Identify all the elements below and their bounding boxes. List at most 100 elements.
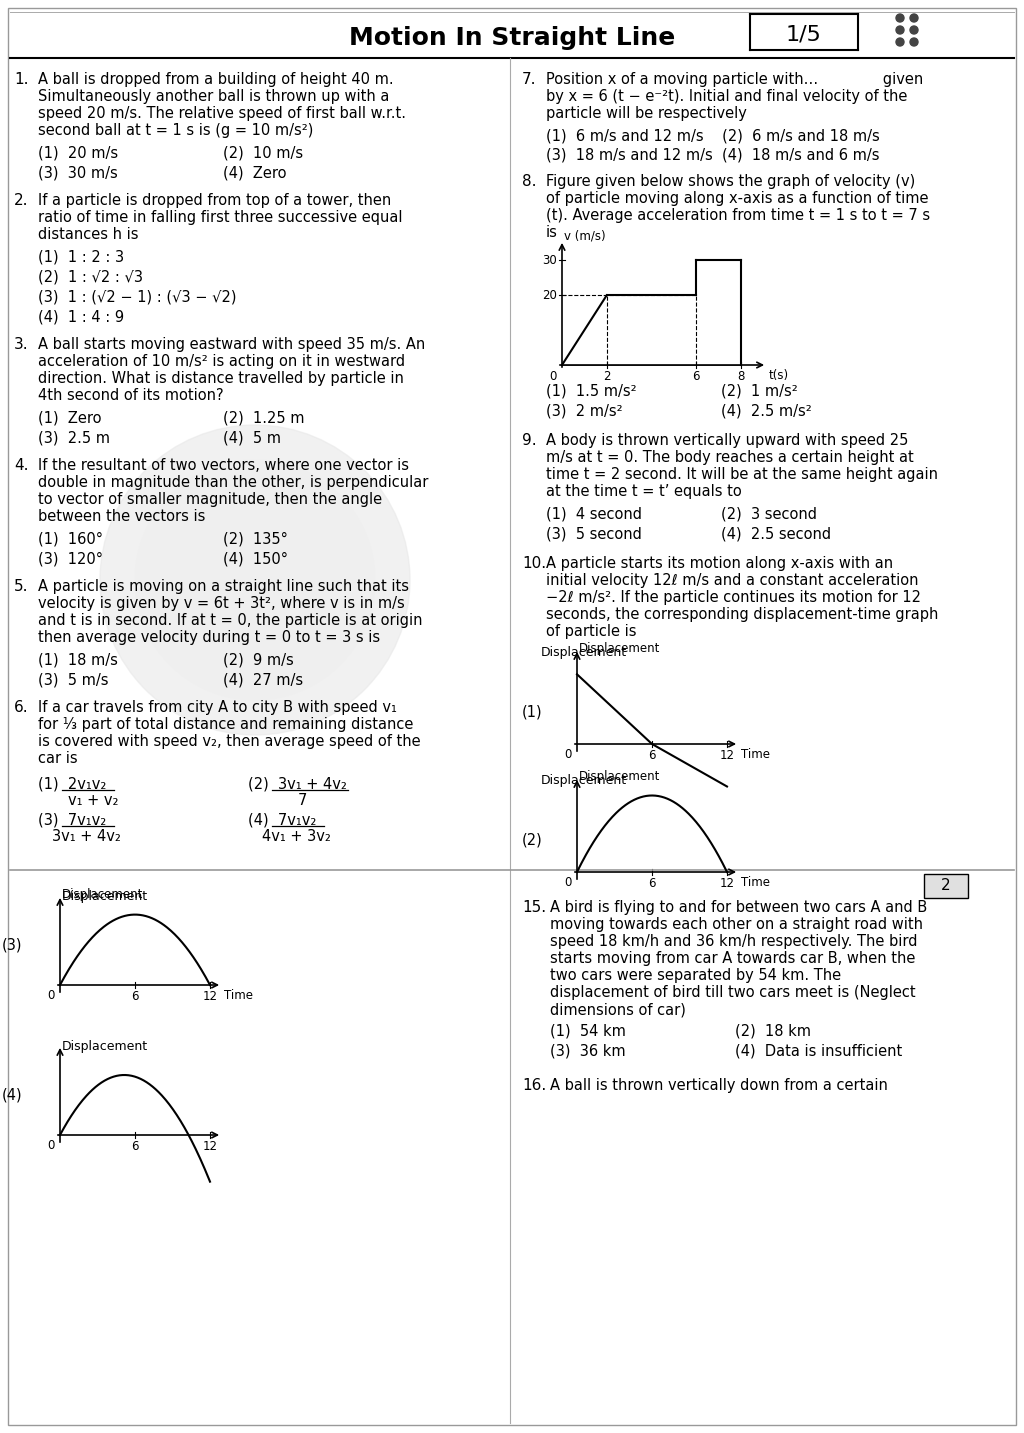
Text: Time: Time bbox=[741, 876, 770, 888]
Text: initial velocity 12ℓ m/s and a constant acceleration: initial velocity 12ℓ m/s and a constant … bbox=[546, 573, 919, 588]
Text: 4th second of its motion?: 4th second of its motion? bbox=[38, 388, 223, 403]
Text: (2)  9 m/s: (2) 9 m/s bbox=[223, 652, 294, 666]
Text: 6.: 6. bbox=[14, 699, 29, 715]
Text: 3v₁ + 4v₂: 3v₁ + 4v₂ bbox=[52, 830, 121, 844]
Text: 10.: 10. bbox=[522, 556, 546, 570]
Text: (4)  7v₁v₂: (4) 7v₁v₂ bbox=[248, 813, 316, 827]
Text: 0: 0 bbox=[48, 989, 55, 1002]
Circle shape bbox=[910, 26, 918, 34]
Text: speed 18 km/h and 36 km/h respectively. The bird: speed 18 km/h and 36 km/h respectively. … bbox=[550, 934, 918, 949]
Text: (3)  18 m/s and 12 m/s  (4)  18 m/s and 6 m/s: (3) 18 m/s and 12 m/s (4) 18 m/s and 6 m… bbox=[546, 148, 880, 162]
Text: Time: Time bbox=[741, 748, 770, 761]
Text: (1)  20 m/s: (1) 20 m/s bbox=[38, 145, 118, 160]
Text: of particle moving along x-axis as a function of time: of particle moving along x-axis as a fun… bbox=[546, 191, 929, 206]
Text: between the vectors is: between the vectors is bbox=[38, 509, 206, 524]
Text: (3): (3) bbox=[1, 937, 22, 953]
Text: (1)  1 : 2 : 3: (1) 1 : 2 : 3 bbox=[38, 249, 124, 264]
Text: Displacement: Displacement bbox=[579, 642, 660, 655]
Text: (4)  Zero: (4) Zero bbox=[223, 165, 287, 181]
Text: 1.: 1. bbox=[14, 72, 29, 87]
Text: (4)  27 m/s: (4) 27 m/s bbox=[223, 672, 303, 686]
Text: (1)  1.5 m/s²: (1) 1.5 m/s² bbox=[546, 383, 637, 398]
Text: (4)  2.5 m/s²: (4) 2.5 m/s² bbox=[721, 403, 812, 418]
Text: dimensions of car): dimensions of car) bbox=[550, 1002, 686, 1017]
Text: If a car travels from city A to city B with speed v₁: If a car travels from city A to city B w… bbox=[38, 699, 397, 715]
Text: Displacement: Displacement bbox=[62, 890, 148, 903]
Text: car is: car is bbox=[38, 751, 78, 767]
Text: v (m/s): v (m/s) bbox=[564, 229, 605, 242]
Text: (1)  6 m/s and 12 m/s    (2)  6 m/s and 18 m/s: (1) 6 m/s and 12 m/s (2) 6 m/s and 18 m/… bbox=[546, 128, 880, 143]
Text: If a particle is dropped from top of a tower, then: If a particle is dropped from top of a t… bbox=[38, 193, 391, 208]
Text: direction. What is distance travelled by particle in: direction. What is distance travelled by… bbox=[38, 371, 403, 385]
Text: (3)  120°: (3) 120° bbox=[38, 552, 103, 566]
Circle shape bbox=[100, 426, 410, 735]
Text: (3)  7v₁v₂: (3) 7v₁v₂ bbox=[38, 813, 106, 827]
Text: 4.: 4. bbox=[14, 459, 29, 473]
Text: Displacement: Displacement bbox=[579, 770, 660, 782]
Text: A bird is flying to and for between two cars A and B: A bird is flying to and for between two … bbox=[550, 900, 928, 916]
Text: (2): (2) bbox=[522, 833, 543, 847]
Text: (1)  54 km: (1) 54 km bbox=[550, 1025, 626, 1039]
Text: (2)  10 m/s: (2) 10 m/s bbox=[223, 145, 303, 160]
Text: double in magnitude than the other, is perpendicular: double in magnitude than the other, is p… bbox=[38, 474, 428, 490]
Text: is covered with speed v₂, then average speed of the: is covered with speed v₂, then average s… bbox=[38, 734, 421, 749]
Circle shape bbox=[896, 14, 904, 21]
Text: 2: 2 bbox=[603, 370, 610, 383]
Text: distances h is: distances h is bbox=[38, 226, 138, 242]
Text: 15.: 15. bbox=[522, 900, 546, 916]
Text: Time: Time bbox=[224, 989, 253, 1002]
Text: (1): (1) bbox=[522, 704, 543, 719]
Circle shape bbox=[896, 39, 904, 46]
Text: Displacement: Displacement bbox=[62, 1040, 148, 1053]
Text: speed 20 m/s. The relative speed of first ball w.r.t.: speed 20 m/s. The relative speed of firs… bbox=[38, 106, 406, 120]
Text: (1)  2v₁v₂: (1) 2v₁v₂ bbox=[38, 777, 106, 791]
Circle shape bbox=[896, 26, 904, 34]
FancyBboxPatch shape bbox=[8, 9, 1016, 1424]
Text: (4)  Data is insufficient: (4) Data is insufficient bbox=[735, 1045, 902, 1059]
Text: (1)  18 m/s: (1) 18 m/s bbox=[38, 652, 118, 666]
Text: 0: 0 bbox=[564, 876, 572, 888]
Circle shape bbox=[910, 14, 918, 21]
Text: (2)  135°: (2) 135° bbox=[223, 532, 288, 546]
Text: then average velocity during t = 0 to t = 3 s is: then average velocity during t = 0 to t … bbox=[38, 631, 380, 645]
Text: to vector of smaller magnitude, then the angle: to vector of smaller magnitude, then the… bbox=[38, 492, 382, 507]
Text: 12: 12 bbox=[720, 749, 734, 762]
Text: (3)  5 m/s: (3) 5 m/s bbox=[38, 672, 109, 686]
Text: by x = 6 (t − e⁻²t). Initial and final velocity of the: by x = 6 (t − e⁻²t). Initial and final v… bbox=[546, 89, 907, 105]
Text: (3)  30 m/s: (3) 30 m/s bbox=[38, 165, 118, 181]
Text: A ball is thrown vertically down from a certain: A ball is thrown vertically down from a … bbox=[550, 1078, 888, 1093]
Text: (2)  1 m/s²: (2) 1 m/s² bbox=[721, 383, 798, 398]
Text: v₁ + v₂: v₁ + v₂ bbox=[68, 792, 119, 808]
Text: seconds, the corresponding displacement-time graph: seconds, the corresponding displacement-… bbox=[546, 608, 938, 622]
Text: of particle is: of particle is bbox=[546, 623, 637, 639]
Text: (1)  Zero: (1) Zero bbox=[38, 410, 101, 426]
Text: (2)  3 second: (2) 3 second bbox=[721, 506, 817, 522]
Text: 12: 12 bbox=[720, 877, 734, 890]
Text: 7.: 7. bbox=[522, 72, 537, 87]
Text: A particle starts its motion along x-axis with an: A particle starts its motion along x-axi… bbox=[546, 556, 893, 570]
Text: (3)  2.5 m: (3) 2.5 m bbox=[38, 430, 110, 446]
Text: Figure given below shows the graph of velocity (v): Figure given below shows the graph of ve… bbox=[546, 173, 915, 189]
Text: 6: 6 bbox=[131, 990, 138, 1003]
Circle shape bbox=[135, 460, 375, 699]
Text: 30: 30 bbox=[543, 254, 557, 267]
Text: starts moving from car A towards car B, when the: starts moving from car A towards car B, … bbox=[550, 952, 915, 966]
Text: (3)  1 : (√2 − 1) : (√3 − √2): (3) 1 : (√2 − 1) : (√3 − √2) bbox=[38, 289, 237, 304]
Text: (1)  4 second: (1) 4 second bbox=[546, 506, 642, 522]
Text: is: is bbox=[546, 225, 558, 239]
Text: velocity is given by v = 6t + 3t², where v is in m/s: velocity is given by v = 6t + 3t², where… bbox=[38, 596, 404, 610]
Text: 6: 6 bbox=[692, 370, 699, 383]
Text: (2)  3v₁ + 4v₂: (2) 3v₁ + 4v₂ bbox=[248, 777, 347, 791]
Text: (2)  1.25 m: (2) 1.25 m bbox=[223, 410, 304, 426]
Text: m/s at t = 0. The body reaches a certain height at: m/s at t = 0. The body reaches a certain… bbox=[546, 450, 913, 464]
Text: 6: 6 bbox=[648, 877, 655, 890]
Text: Motion In Straight Line: Motion In Straight Line bbox=[349, 26, 675, 50]
Text: 8: 8 bbox=[737, 370, 744, 383]
Text: 16.: 16. bbox=[522, 1078, 546, 1093]
Text: (t). Average acceleration from time t = 1 s to t = 7 s: (t). Average acceleration from time t = … bbox=[546, 208, 930, 224]
Text: A ball is dropped from a building of height 40 m.: A ball is dropped from a building of hei… bbox=[38, 72, 393, 87]
Text: 20: 20 bbox=[542, 289, 557, 302]
Text: (1)  160°: (1) 160° bbox=[38, 532, 103, 546]
Text: A particle is moving on a straight line such that its: A particle is moving on a straight line … bbox=[38, 579, 409, 595]
Text: 2: 2 bbox=[941, 878, 951, 893]
